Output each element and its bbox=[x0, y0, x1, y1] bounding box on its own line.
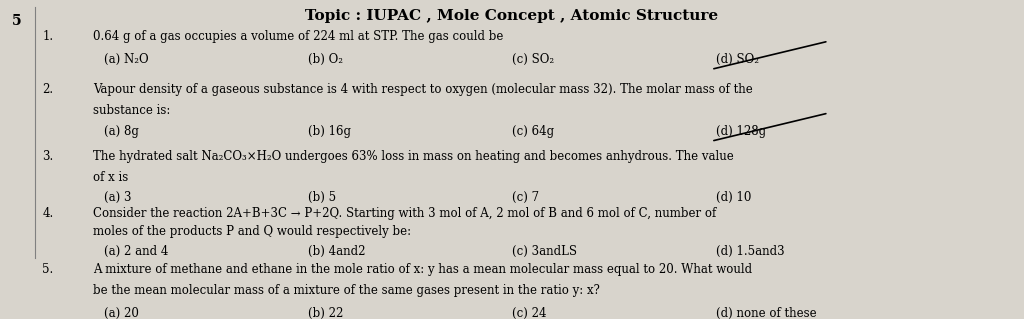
Text: substance is:: substance is: bbox=[93, 104, 171, 117]
Text: (c) SO₂: (c) SO₂ bbox=[512, 53, 554, 66]
Text: (a) 20: (a) 20 bbox=[103, 307, 138, 319]
Text: 3.: 3. bbox=[42, 150, 53, 163]
Text: (c) 64g: (c) 64g bbox=[512, 124, 554, 137]
Text: (b) 16g: (b) 16g bbox=[308, 124, 351, 137]
Text: of x is: of x is bbox=[93, 171, 129, 184]
Text: The hydrated salt Na₂CO₃×H₂O undergoes 63% loss in mass on heating and becomes a: The hydrated salt Na₂CO₃×H₂O undergoes 6… bbox=[93, 150, 734, 163]
Text: be the mean molecular mass of a mixture of the same gases present in the ratio y: be the mean molecular mass of a mixture … bbox=[93, 284, 600, 297]
Text: Consider the reaction 2A+B+3C → P+2Q. Starting with 3 mol of A, 2 mol of B and 6: Consider the reaction 2A+B+3C → P+2Q. St… bbox=[93, 207, 717, 219]
Text: moles of the products P and Q would respectively be:: moles of the products P and Q would resp… bbox=[93, 225, 412, 238]
Text: (d) 1.5and3: (d) 1.5and3 bbox=[716, 245, 784, 258]
Text: (d) 128g: (d) 128g bbox=[716, 124, 766, 137]
Text: (a) 2 and 4: (a) 2 and 4 bbox=[103, 245, 168, 258]
Text: (b) 22: (b) 22 bbox=[308, 307, 343, 319]
Text: Topic : IUPAC , Mole Concept , Atomic Structure: Topic : IUPAC , Mole Concept , Atomic St… bbox=[305, 9, 719, 23]
Text: (c) 24: (c) 24 bbox=[512, 307, 547, 319]
Text: 2.: 2. bbox=[42, 84, 53, 96]
Text: (a) N₂O: (a) N₂O bbox=[103, 53, 148, 66]
Text: (c) 7: (c) 7 bbox=[512, 191, 539, 204]
Text: (b) 4and2: (b) 4and2 bbox=[308, 245, 366, 258]
Text: A mixture of methane and ethane in the mole ratio of x: y has a mean molecular m: A mixture of methane and ethane in the m… bbox=[93, 263, 753, 276]
Text: 0.64 g of a gas occupies a volume of 224 ml at STP. The gas could be: 0.64 g of a gas occupies a volume of 224… bbox=[93, 30, 504, 43]
Text: (d) none of these: (d) none of these bbox=[716, 307, 817, 319]
Text: 5: 5 bbox=[12, 14, 22, 28]
Text: (b) O₂: (b) O₂ bbox=[308, 53, 343, 66]
Text: (d) SO₂: (d) SO₂ bbox=[716, 53, 759, 66]
Text: 4.: 4. bbox=[42, 207, 53, 219]
Text: (d) 10: (d) 10 bbox=[716, 191, 752, 204]
Text: (a) 3: (a) 3 bbox=[103, 191, 131, 204]
Text: Vapour density of a gaseous substance is 4 with respect to oxygen (molecular mas: Vapour density of a gaseous substance is… bbox=[93, 84, 753, 96]
Text: (b) 5: (b) 5 bbox=[308, 191, 336, 204]
Text: (a) 8g: (a) 8g bbox=[103, 124, 138, 137]
Text: (c) 3andLS: (c) 3andLS bbox=[512, 245, 577, 258]
Text: 1.: 1. bbox=[42, 30, 53, 43]
Text: 5.: 5. bbox=[42, 263, 53, 276]
